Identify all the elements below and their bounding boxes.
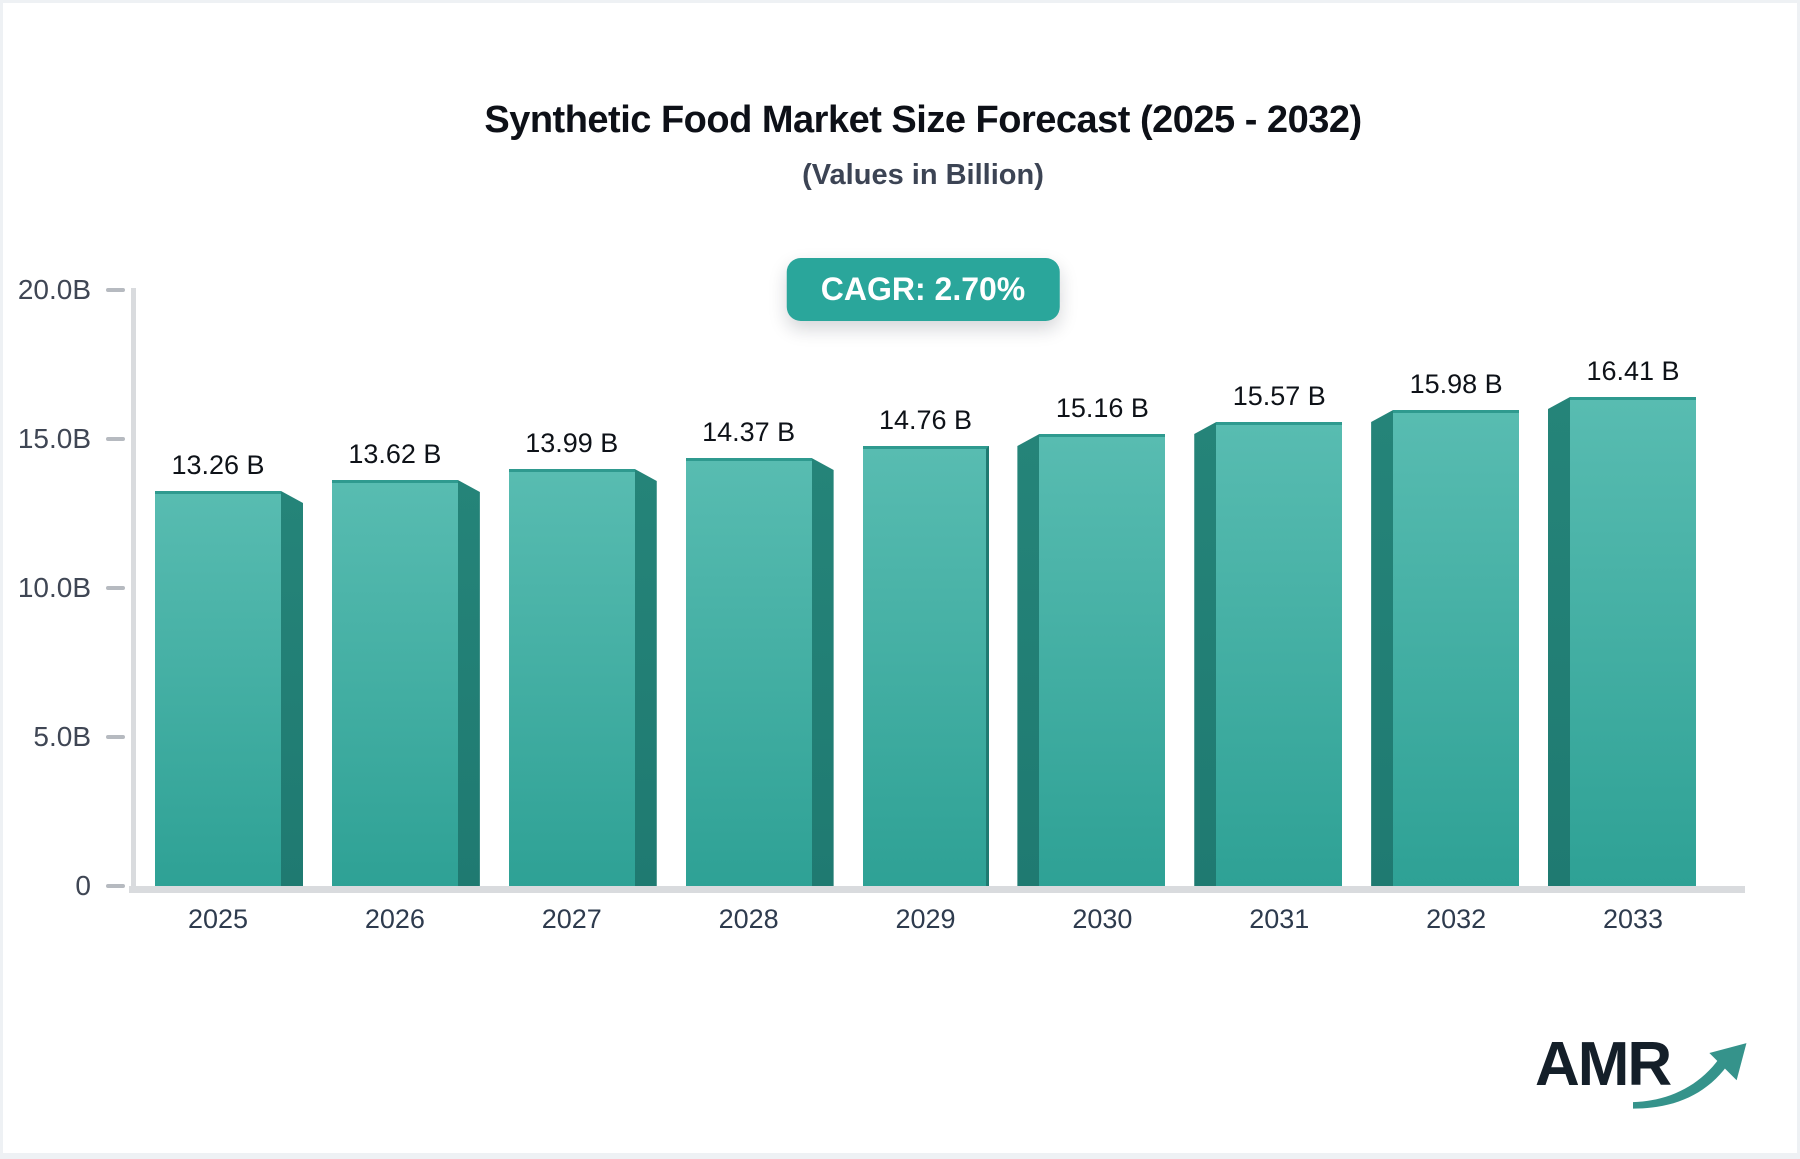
y-axis-tick-label: 15.0B bbox=[17, 423, 91, 454]
amr-logo: AMR bbox=[1535, 1029, 1747, 1119]
bar-side-face bbox=[281, 491, 303, 887]
y-axis-tick-label: 5.0B bbox=[33, 721, 91, 752]
x-axis-label: 2029 bbox=[895, 904, 956, 934]
bar-value-label: 16.41 B bbox=[1586, 356, 1680, 386]
bar-value-label: 14.37 B bbox=[702, 417, 796, 447]
y-axis-tick-mark bbox=[106, 288, 125, 292]
y-axis-tick-mark bbox=[106, 884, 125, 888]
y-axis-tick-label: 0 bbox=[75, 870, 91, 901]
growth-arrow-icon bbox=[1633, 1043, 1747, 1109]
x-axis-label: 2028 bbox=[718, 904, 779, 934]
y-axis-tick-label: 20.0B bbox=[17, 274, 91, 305]
x-axis-label: 2033 bbox=[1602, 904, 1664, 934]
bar-value-label: 14.76 B bbox=[878, 405, 973, 435]
x-axis-line bbox=[129, 886, 1745, 893]
bar bbox=[1393, 410, 1520, 887]
bar-side-face bbox=[457, 480, 480, 887]
bar bbox=[508, 469, 635, 887]
chart-card: Synthetic Food Market Size Forecast (202… bbox=[3, 3, 1797, 1153]
cagr-badge-label: CAGR: 2.70% bbox=[820, 271, 1026, 307]
x-axis-label: 2032 bbox=[1426, 904, 1487, 934]
bar-value-label: 13.26 B bbox=[171, 450, 265, 480]
x-axis-label: 2030 bbox=[1072, 904, 1133, 934]
chart-title: Synthetic Food Market Size Forecast (202… bbox=[484, 99, 1362, 141]
bar bbox=[862, 446, 989, 887]
bar bbox=[1216, 422, 1343, 887]
bar-value-label: 13.99 B bbox=[525, 428, 619, 458]
chart-subtitle: (Values in Billion) bbox=[802, 159, 1044, 191]
bar bbox=[1570, 397, 1696, 887]
bar bbox=[1039, 434, 1166, 887]
bar bbox=[685, 458, 812, 887]
y-axis-line bbox=[131, 288, 136, 893]
bar-side-face bbox=[634, 469, 657, 887]
bar-value-label: 15.57 B bbox=[1232, 381, 1326, 411]
bar-side-face bbox=[1371, 410, 1394, 887]
bar-side-face bbox=[1194, 422, 1217, 887]
bar-value-label: 15.16 B bbox=[1055, 393, 1149, 423]
plot-area: 20.0B 15.0B 10.0B 5.0B 0 13.26 B 2025 13.62 B 20… bbox=[3, 3, 1800, 1159]
x-axis-label: 2027 bbox=[541, 904, 602, 934]
y-axis-tick-mark bbox=[106, 735, 125, 739]
x-axis-label: 2031 bbox=[1249, 904, 1310, 934]
bar-value-label: 13.62 B bbox=[348, 439, 442, 469]
x-axis-label: 2026 bbox=[364, 904, 425, 934]
y-axis-tick-mark bbox=[106, 437, 125, 441]
cagr-badge: CAGR: 2.70% bbox=[786, 258, 1060, 321]
y-axis-tick-mark bbox=[106, 586, 125, 590]
bar bbox=[331, 480, 458, 887]
bar-side-face bbox=[1548, 397, 1570, 887]
bar-side-face bbox=[1017, 434, 1040, 887]
bar-side-face bbox=[811, 458, 834, 887]
bar-value-label: 15.98 B bbox=[1409, 369, 1503, 399]
y-axis-tick-label: 10.0B bbox=[17, 572, 91, 603]
bar bbox=[155, 491, 281, 887]
amr-logo-text: AMR bbox=[1535, 1030, 1672, 1099]
x-axis-label: 2025 bbox=[187, 904, 249, 934]
